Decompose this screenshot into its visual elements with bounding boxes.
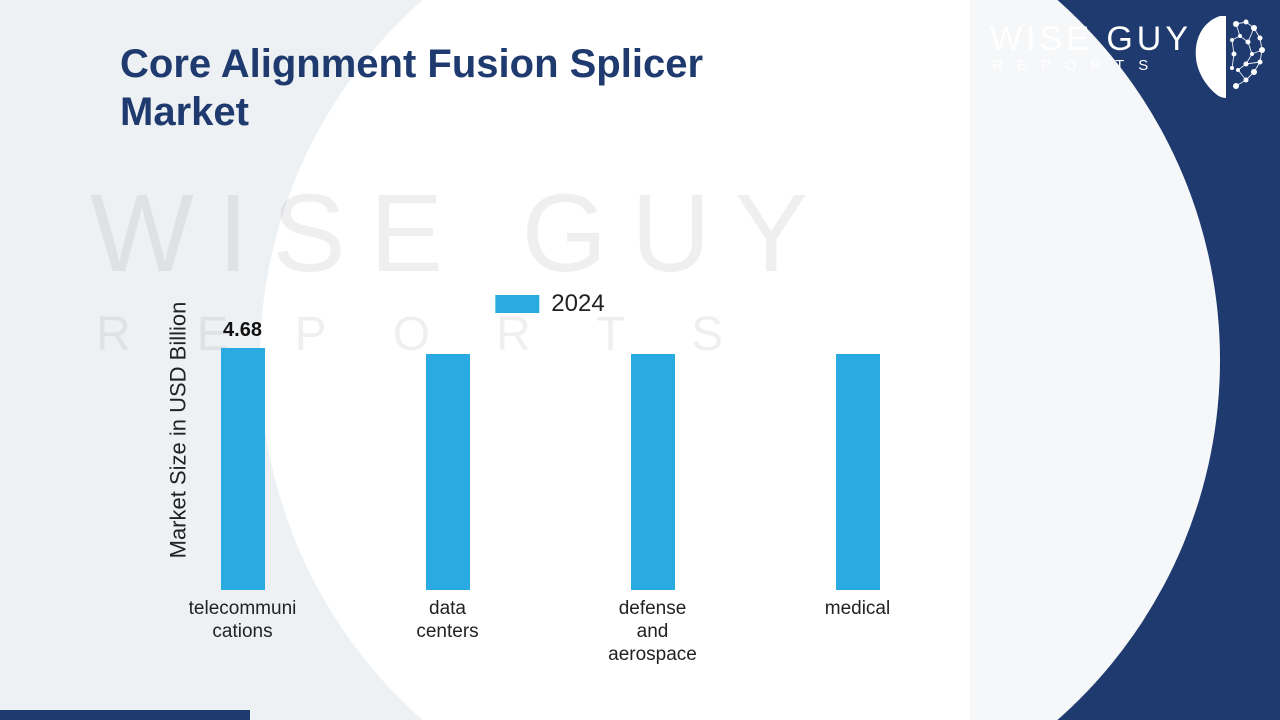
bar (221, 348, 265, 590)
bottom-accent (0, 710, 250, 720)
bar (426, 354, 470, 590)
x-axis-label: telecommunications (140, 598, 345, 666)
bar (631, 354, 675, 590)
x-axis-label: datacenters (345, 598, 550, 666)
chart-title: Core Alignment Fusion Splicer Market (120, 40, 760, 136)
bar (836, 354, 880, 590)
bar-value-label: 4.68 (223, 319, 262, 342)
bar-slot (755, 354, 960, 590)
bar-slot (345, 354, 550, 590)
chart-area: Market Size in USD Billion 2024 4.68 tel… (60, 150, 960, 710)
chart-bars: 4.68 (140, 150, 960, 590)
x-axis-label: defenseandaerospace (550, 598, 755, 666)
x-axis-labels: telecommunicationsdatacentersdefenseanda… (140, 598, 960, 666)
page: WISE GUY REPORTS Core Alignment Fusion S… (0, 0, 1280, 720)
content: WISE GUY REPORTS Core Alignment Fusion S… (0, 0, 1280, 720)
x-axis-label: medical (755, 598, 960, 666)
head-icon (1188, 12, 1268, 102)
chart-plot: 2024 4.68 (140, 150, 960, 590)
bar-slot (550, 354, 755, 590)
bar-slot: 4.68 (140, 348, 345, 590)
